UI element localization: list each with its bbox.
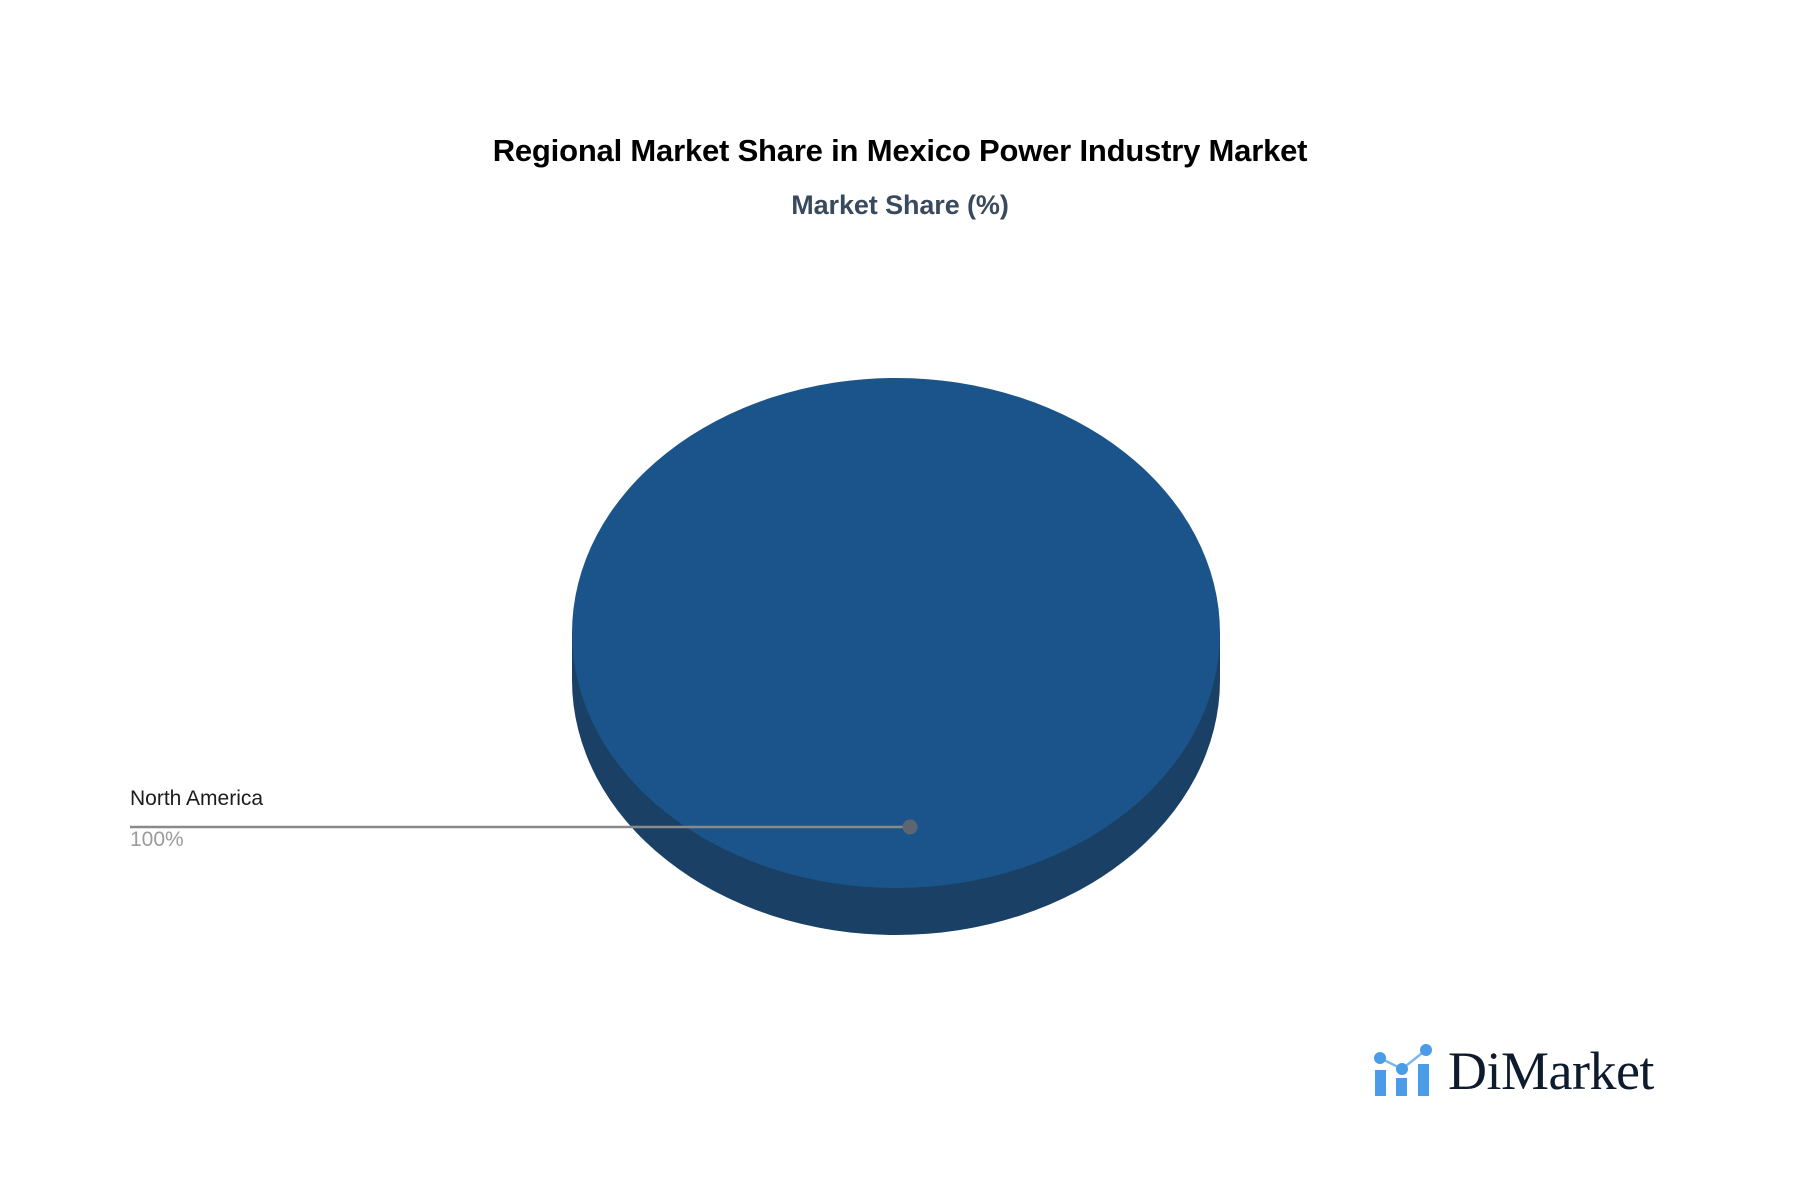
dimarket-logo-text: DiMarket — [1448, 1041, 1654, 1101]
bar-line-chart-icon — [1374, 1044, 1432, 1096]
pie-slice-north-america[interactable] — [572, 378, 1220, 888]
callout-leader-dot — [902, 819, 918, 835]
chart-title: Regional Market Share in Mexico Power In… — [492, 133, 1308, 168]
chart-subtitle: Market Share (%) — [791, 190, 1009, 220]
dimarket-logo: DiMarket — [1372, 1042, 1654, 1100]
callout-category-name: North America — [130, 787, 264, 810]
callout-label-north-america: North America 100% — [130, 786, 550, 853]
callout-category-value: 100% — [130, 828, 184, 851]
